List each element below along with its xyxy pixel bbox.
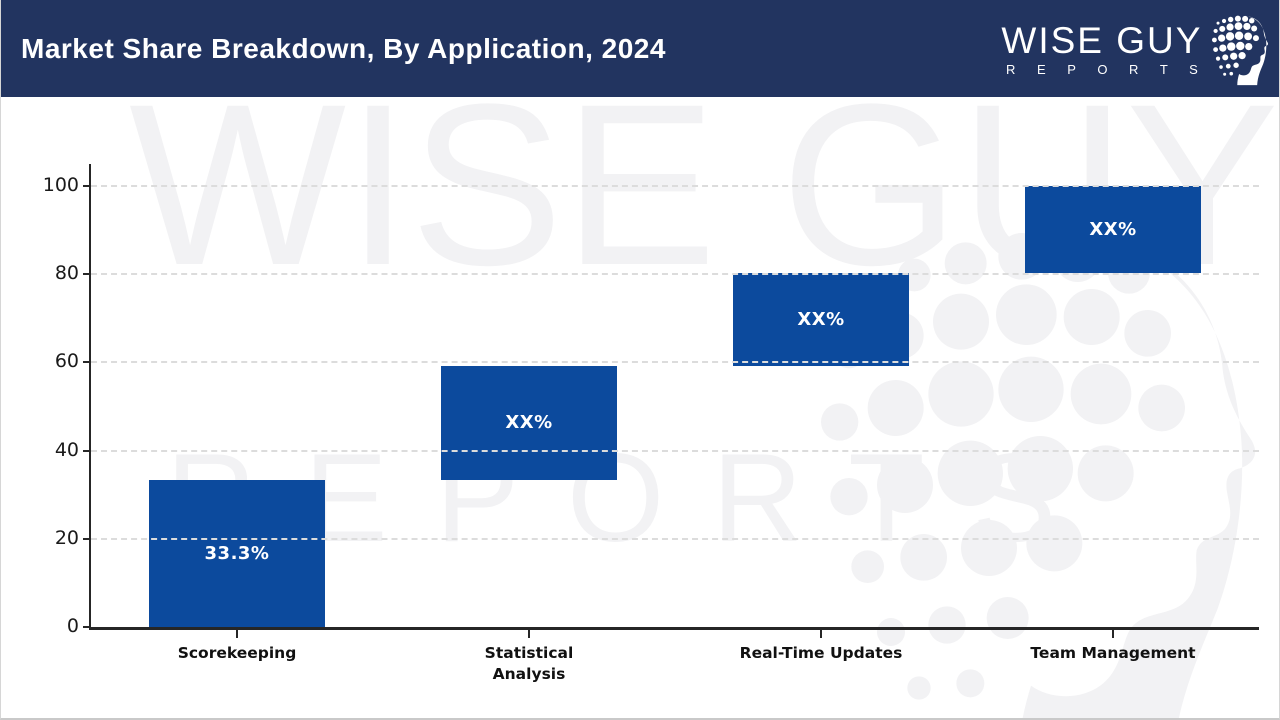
bar-value-label: XX%: [797, 308, 845, 330]
x-category-label-line: Statistical: [484, 644, 574, 662]
bar-value-label: XX%: [505, 412, 553, 434]
gridline: [91, 361, 1259, 364]
brand-reports: R E P O R T S: [1006, 61, 1207, 77]
bar-statistical-analysis: XX%: [441, 365, 617, 481]
brand-wordmark: WISE GUY: [1001, 19, 1203, 61]
page-title: Market Share Breakdown, By Application, …: [21, 32, 666, 64]
gridline: [91, 449, 1259, 452]
gridline: [91, 273, 1259, 276]
header: Market Share Breakdown, By Application, …: [1, 0, 1279, 97]
y-tick-mark: [83, 361, 91, 364]
y-tick-mark: [83, 537, 91, 540]
bar-value-label: XX%: [1089, 218, 1137, 240]
x-tick-mark: [1112, 630, 1114, 638]
x-axis-line: [89, 627, 1259, 630]
y-tick-label: 0: [66, 615, 79, 637]
y-tick-mark: [83, 626, 91, 628]
x-category-label: Real-Time Updates: [711, 643, 931, 664]
x-category-label: Scorekeeping: [127, 643, 347, 664]
brand-logo: WISE GUY R E P O R T S: [997, 4, 1269, 94]
y-tick-label: 100: [42, 174, 79, 197]
x-tick-mark: [820, 630, 822, 638]
y-tick-label: 40: [54, 438, 79, 461]
bar-real-time-updates: XX%: [733, 272, 909, 366]
bar-value-label: 33.3%: [204, 543, 270, 565]
x-category-label-line: Team Management: [1030, 644, 1196, 662]
y-tick-label: 60: [54, 350, 79, 373]
y-tick-label: 20: [54, 526, 79, 549]
x-category-label-line: Real-Time Updates: [739, 644, 903, 662]
y-tick-mark: [83, 185, 91, 188]
bar-team-management: XX%: [1025, 186, 1201, 273]
gridline: [91, 537, 1259, 540]
x-category-label-line: Scorekeeping: [177, 644, 297, 662]
brand-head-icon: [1211, 15, 1268, 86]
x-category-label-line: Analysis: [492, 665, 566, 683]
y-tick-label: 80: [54, 262, 79, 285]
x-tick-mark: [528, 630, 530, 638]
x-category-label: Statistical Analysis: [419, 643, 639, 685]
y-tick-mark: [83, 449, 91, 452]
bar-scorekeeping: 33.3%: [149, 480, 325, 627]
gridline: [91, 185, 1259, 188]
y-tick-mark: [83, 273, 91, 276]
x-category-label: Team Management: [1003, 643, 1223, 664]
y-axis-line: [89, 164, 91, 630]
x-tick-mark: [236, 630, 238, 638]
